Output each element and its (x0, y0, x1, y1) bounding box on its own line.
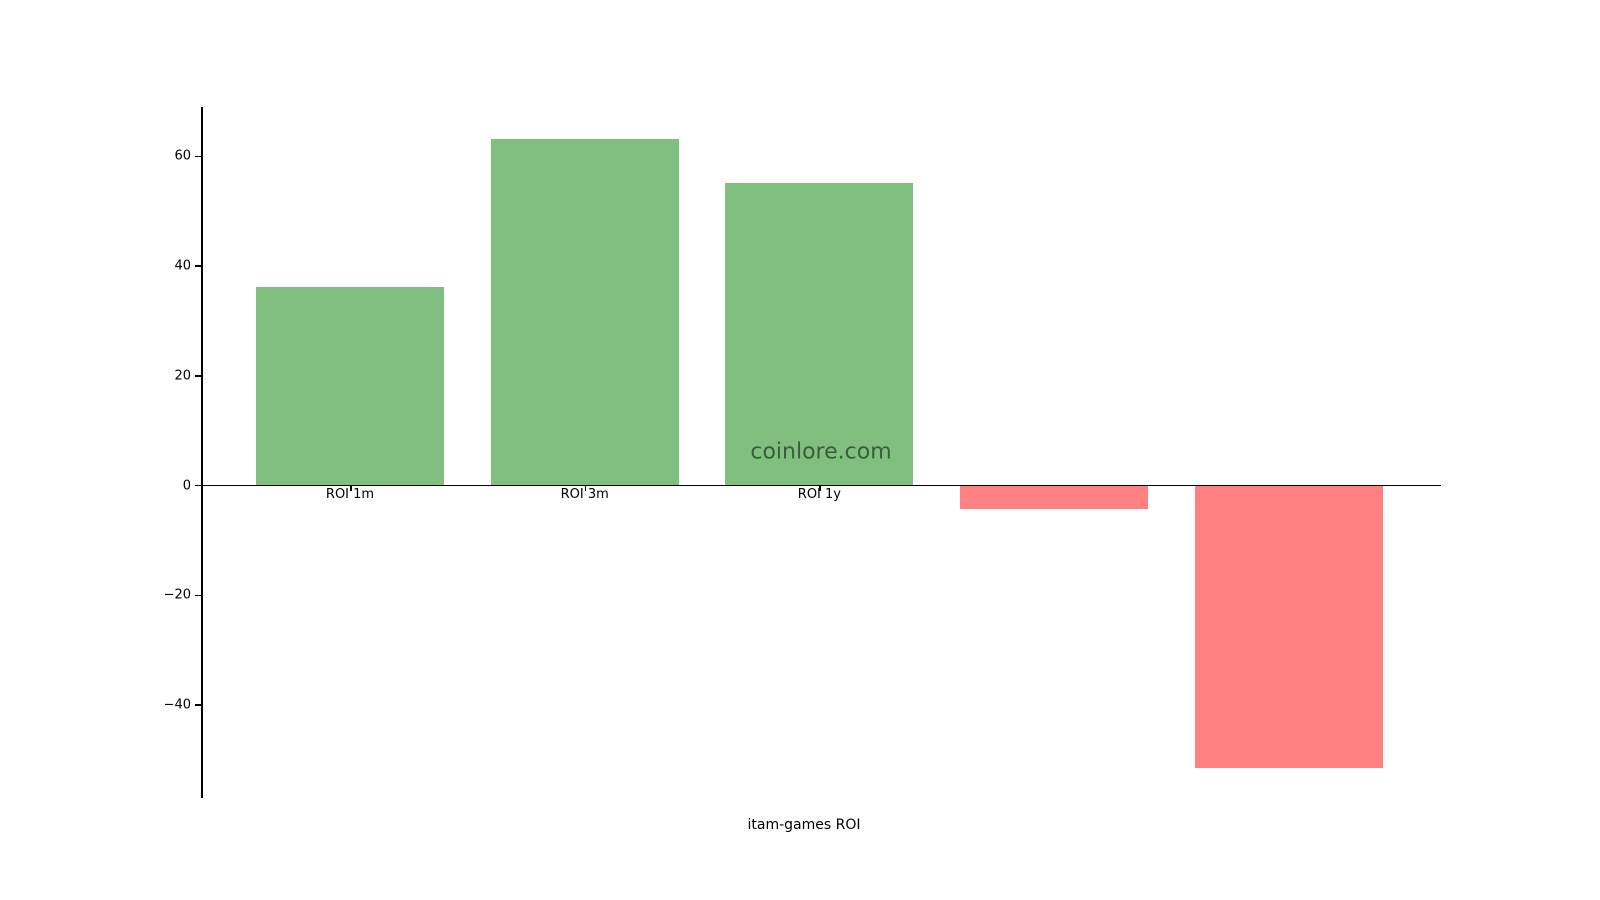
y-tick-mark (195, 375, 202, 377)
y-tick-label: 40 (174, 258, 191, 274)
bar-roi-1y (725, 183, 914, 486)
x-tick-mark (584, 485, 587, 491)
y-axis-line (201, 107, 203, 798)
bar-4 (960, 485, 1149, 509)
y-tick-label: −20 (163, 587, 191, 603)
bar-roi-1m (256, 286, 444, 486)
y-tick-mark (195, 484, 202, 487)
y-tick-label: 0 (182, 478, 191, 493)
bar-roi-3m (490, 139, 679, 486)
x-tick-label: ROI 1m (325, 486, 375, 502)
x-tick-label: ROI 1y (797, 486, 841, 502)
y-tick-mark (195, 155, 202, 157)
y-tick-label: −40 (163, 697, 191, 713)
y-tick-mark (195, 265, 202, 267)
x-axis-line (202, 484, 1441, 487)
y-tick-label: 60 (174, 148, 191, 164)
bar-5 (1194, 485, 1383, 768)
y-tick-mark (195, 594, 202, 596)
y-tick-label: 20 (174, 368, 191, 384)
x-tick-mark (350, 485, 352, 491)
x-tick-mark (819, 485, 821, 491)
x-tick-label: ROI 3m (560, 486, 609, 502)
y-tick-mark (195, 704, 202, 706)
chart-caption: itam-games ROI (747, 817, 861, 833)
watermark-text: coinlore.com (750, 439, 892, 465)
